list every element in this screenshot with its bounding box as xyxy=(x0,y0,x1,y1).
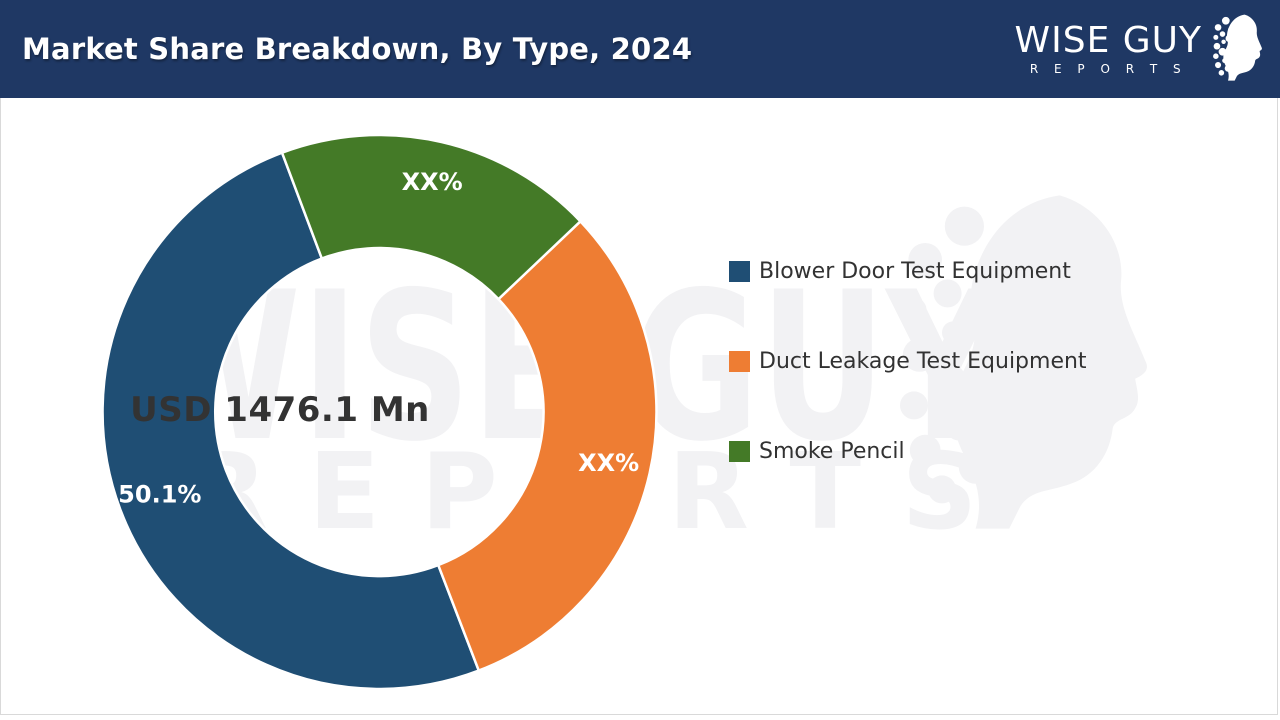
legend-item-0: Blower Door Test Equipment xyxy=(729,258,1087,285)
header-bar: Market Share Breakdown, By Type, 2024 WI… xyxy=(0,0,1280,98)
chart-legend: Blower Door Test Equipment Duct Leakage T… xyxy=(729,258,1087,465)
legend-swatch-icon xyxy=(729,441,750,462)
slice-value-label: XX% xyxy=(578,449,639,477)
logo-subtitle: R E P O R T S xyxy=(1029,62,1187,76)
pie-slice-0 xyxy=(101,151,481,691)
chart-canvas: WISE GUY R E P O R T S 50.1%XX%XX% USD 1… xyxy=(0,98,1278,715)
legend-swatch-icon xyxy=(729,351,750,372)
slice-value-label: 50.1% xyxy=(118,480,201,508)
donut-chart: 50.1% XX% XX% xyxy=(101,133,658,691)
legend-item-2: Smoke Pencil xyxy=(729,438,1087,465)
logo-face-icon xyxy=(1213,14,1262,81)
slice-value-label: XX% xyxy=(402,168,463,196)
logo-wordmark: WISE GUY xyxy=(1014,20,1202,61)
legend-label: Smoke Pencil xyxy=(759,439,905,464)
chart-center-value: USD 1476.1 Mn xyxy=(130,390,430,430)
wise-guy-logo: WISE GUY R E P O R T S xyxy=(1015,13,1267,85)
pie-slice-1 xyxy=(437,220,658,672)
logo-text: WISE GUY R E P O R T S xyxy=(1014,20,1203,76)
legend-label: Blower Door Test Equipment xyxy=(759,259,1071,284)
pie-slice-2 xyxy=(280,133,582,301)
legend-swatch-icon xyxy=(729,261,750,282)
legend-label: Duct Leakage Test Equipment xyxy=(759,349,1087,374)
page-title: Market Share Breakdown, By Type, 2024 xyxy=(22,32,693,66)
legend-item-1: Duct Leakage Test Equipment xyxy=(729,348,1087,375)
